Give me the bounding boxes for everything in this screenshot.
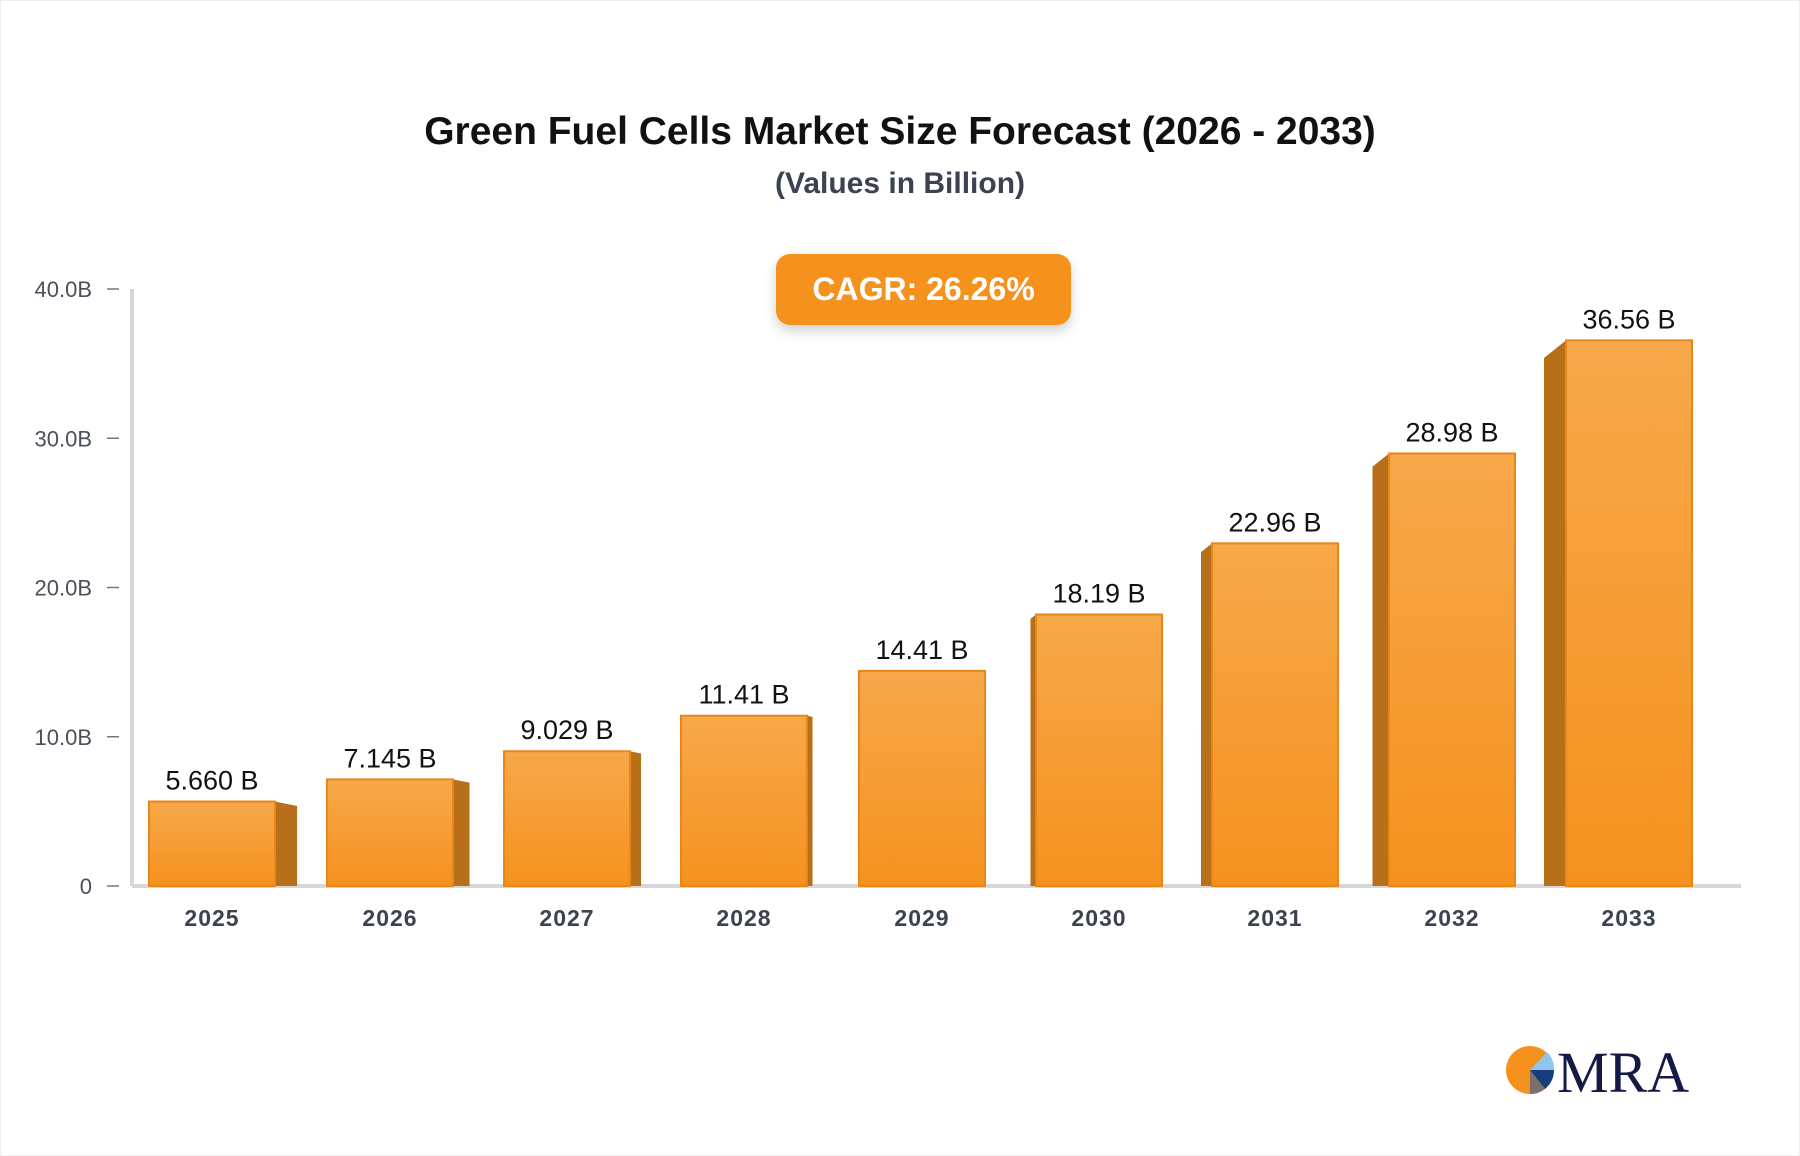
- bar-2030: [1035, 613, 1163, 887]
- bar-side: [630, 751, 642, 886]
- chart-subtitle: (Values in Billion): [774, 167, 1026, 200]
- x-tick-label: 2028: [716, 905, 771, 931]
- data-label: 18.19 B: [1052, 579, 1145, 609]
- bar-side: [453, 779, 470, 886]
- data-label: 28.98 B: [1405, 417, 1498, 447]
- chart-title: Green Fuel Cells Market Size Forecast (2…: [424, 110, 1376, 153]
- bar-2031: [1211, 542, 1339, 888]
- bar-2033: [1565, 339, 1693, 888]
- y-tick-label: 20.0B: [35, 576, 93, 601]
- y-tick-label: 40.0B: [35, 277, 93, 302]
- bar-2029: [858, 669, 986, 887]
- x-tick-label: 2025: [184, 905, 239, 931]
- data-label: 14.41 B: [875, 635, 968, 665]
- y-tick-label: 10.0B: [35, 725, 93, 750]
- svg-text:MRA: MRA: [1557, 1040, 1689, 1100]
- mra-logo: MRA: [1505, 1040, 1695, 1100]
- x-tick-label: 2033: [1601, 905, 1656, 931]
- data-label: 36.56 B: [1582, 304, 1675, 334]
- x-tick-label: 2027: [539, 905, 594, 931]
- x-tick-label: 2030: [1071, 905, 1126, 931]
- bar-2025: [148, 800, 276, 887]
- x-tick-label: 2026: [362, 905, 417, 931]
- bar-side: [1030, 614, 1036, 886]
- data-label: 11.41 B: [698, 680, 789, 710]
- data-label: 5.660 B: [165, 766, 258, 796]
- data-label: 22.96 B: [1228, 507, 1321, 537]
- data-label: 9.029 B: [520, 715, 613, 745]
- cagr-badge: CAGR: 26.26%: [776, 254, 1071, 325]
- bar-side: [1544, 340, 1566, 886]
- bar-side: [275, 801, 298, 886]
- bar-2028: [680, 714, 808, 887]
- x-tick-label: 2032: [1424, 905, 1479, 931]
- x-tick-label: 2029: [894, 905, 949, 931]
- bar-2027: [503, 750, 631, 888]
- y-tick-label: 30.0B: [35, 426, 93, 451]
- bar-side: [1201, 543, 1212, 886]
- data-label: 7.145 B: [343, 743, 436, 773]
- bar-2032: [1388, 452, 1516, 887]
- bar-side: [807, 715, 813, 886]
- bar-2026: [326, 778, 454, 888]
- bar-side: [1372, 453, 1389, 886]
- x-tick-label: 2031: [1247, 905, 1302, 931]
- y-tick-label: 0: [80, 874, 92, 899]
